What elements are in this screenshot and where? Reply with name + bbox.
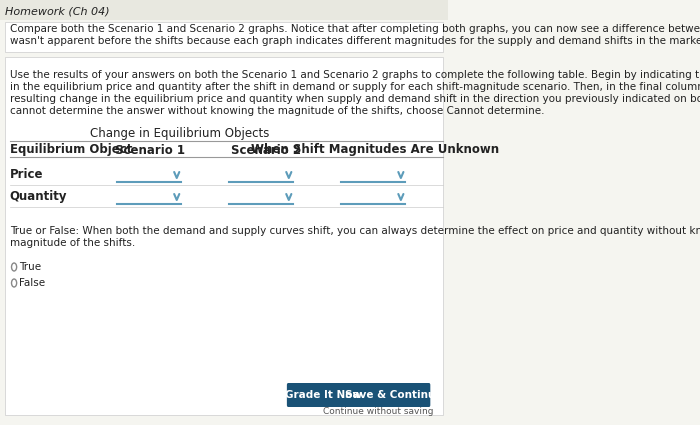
FancyBboxPatch shape <box>287 383 360 407</box>
Text: Use the results of your answers on both the Scenario 1 and Scenario 2 graphs to : Use the results of your answers on both … <box>10 70 700 80</box>
FancyBboxPatch shape <box>116 168 181 182</box>
Text: When Shift Magnitudes Are Unknown: When Shift Magnitudes Are Unknown <box>251 144 498 156</box>
FancyBboxPatch shape <box>341 168 405 182</box>
FancyBboxPatch shape <box>5 22 443 52</box>
Text: True: True <box>19 262 41 272</box>
FancyBboxPatch shape <box>229 190 293 204</box>
Text: Save & Continue: Save & Continue <box>345 390 442 400</box>
Text: Quantity: Quantity <box>10 190 67 202</box>
Text: in the equilibrium price and quantity after the shift in demand or supply for ea: in the equilibrium price and quantity af… <box>10 82 700 92</box>
Text: Equilibrium Object: Equilibrium Object <box>10 144 132 156</box>
FancyBboxPatch shape <box>0 0 448 20</box>
Text: Change in Equilibrium Objects: Change in Equilibrium Objects <box>90 127 269 139</box>
Text: Scenario 2: Scenario 2 <box>231 144 301 156</box>
Text: True or False: When both the demand and supply curves shift, you can always dete: True or False: When both the demand and … <box>10 226 700 236</box>
Text: Compare both the Scenario 1 and Scenario 2 graphs. Notice that after completing : Compare both the Scenario 1 and Scenario… <box>10 24 700 46</box>
FancyBboxPatch shape <box>357 383 430 407</box>
Text: magnitude of the shifts.: magnitude of the shifts. <box>10 238 135 248</box>
Text: Grade It Now: Grade It Now <box>285 390 362 400</box>
Circle shape <box>11 263 17 271</box>
FancyBboxPatch shape <box>5 57 443 415</box>
Text: cannot determine the answer without knowing the magnitude of the shifts, choose : cannot determine the answer without know… <box>10 106 544 116</box>
Text: Continue without saving: Continue without saving <box>323 406 433 416</box>
Text: resulting change in the equilibrium price and quantity when supply and demand sh: resulting change in the equilibrium pric… <box>10 94 700 104</box>
Text: Price: Price <box>10 167 43 181</box>
FancyBboxPatch shape <box>341 190 405 204</box>
Text: False: False <box>19 278 46 288</box>
FancyBboxPatch shape <box>116 190 181 204</box>
Text: Scenario 1: Scenario 1 <box>116 144 186 156</box>
FancyBboxPatch shape <box>229 168 293 182</box>
Circle shape <box>11 279 17 287</box>
Text: Homework (Ch 04): Homework (Ch 04) <box>5 6 110 16</box>
